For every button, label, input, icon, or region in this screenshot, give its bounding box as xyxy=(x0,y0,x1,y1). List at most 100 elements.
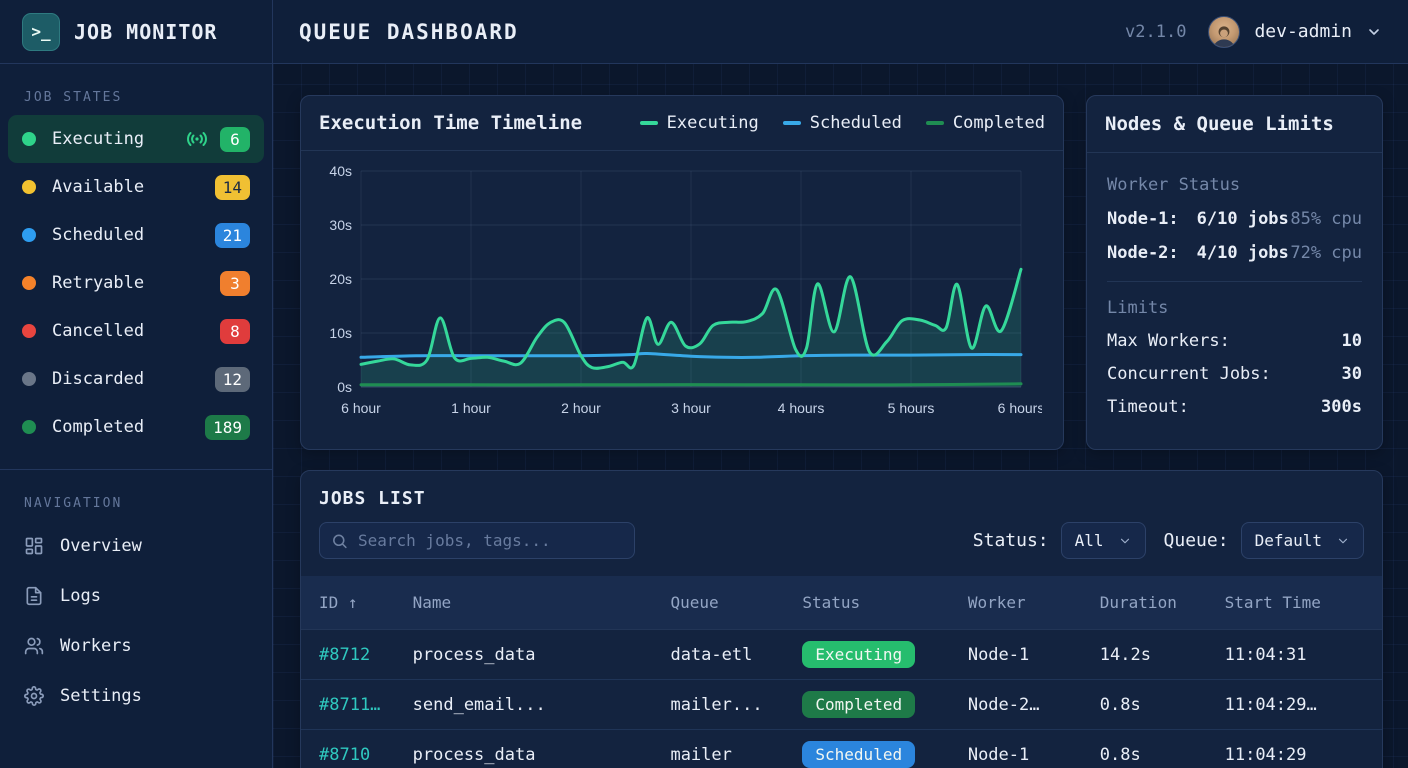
chevron-down-icon[interactable] xyxy=(1366,24,1382,40)
live-broadcast-icon xyxy=(184,131,210,147)
worker-status-label: Worker Status xyxy=(1107,175,1241,195)
job-states-section-label: JOB STATES xyxy=(24,90,123,105)
state-label: Cancelled xyxy=(52,321,145,341)
state-count-badge: 12 xyxy=(214,366,250,392)
status-badge: Executing xyxy=(802,641,916,668)
legend-dash-icon xyxy=(639,121,658,125)
limit-label: Timeout: xyxy=(1107,397,1189,417)
state-label: Scheduled xyxy=(52,225,145,245)
search-input[interactable] xyxy=(319,522,635,559)
sidebar-item-completed[interactable]: Completed 189 xyxy=(8,403,264,451)
app-title: JOB MONITOR xyxy=(74,19,218,44)
svg-text:1 hour: 1 hour xyxy=(451,400,491,416)
node-status-row-1: Node-1: 6/10 jobs 85% cpu xyxy=(1107,209,1362,229)
sidebar-item-executing[interactable]: Executing 6 xyxy=(8,115,264,163)
status-badge: Scheduled xyxy=(802,741,916,768)
discarded-dot-icon xyxy=(22,372,36,386)
retryable-dot-icon xyxy=(22,276,36,290)
job-duration: 14.2s xyxy=(1099,629,1225,680)
terminal-logo-icon: >_ xyxy=(22,12,60,51)
limit-row: Concurrent Jobs: 30 xyxy=(1107,364,1362,384)
limit-label: Max Workers: xyxy=(1107,331,1230,351)
sidebar-item-settings[interactable]: Settings xyxy=(10,671,262,721)
sidebar-item-logs[interactable]: Logs xyxy=(10,571,262,621)
state-count-badge: 3 xyxy=(220,270,250,296)
job-id-link[interactable]: #8711… xyxy=(319,694,381,715)
svg-text:3 hour: 3 hour xyxy=(671,400,711,416)
sidebar-item-overview[interactable]: Overview xyxy=(10,521,262,571)
state-label: Executing xyxy=(52,129,145,149)
job-worker: Node-2… xyxy=(967,679,1100,730)
status-filter-value: All xyxy=(1074,531,1104,550)
sidebar-item-discarded[interactable]: Discarded 12 xyxy=(8,355,264,403)
status-filter-label: Status: xyxy=(972,530,1049,551)
svg-text:5 hours: 5 hours xyxy=(888,400,935,416)
page-title: QUEUE DASHBOARD xyxy=(299,19,519,44)
avatar-person-icon xyxy=(1213,25,1236,47)
legend-dash-icon xyxy=(782,121,801,125)
job-row-8712[interactable]: #8712 process_data data-etl Executing Node-1… xyxy=(301,629,1382,680)
sidebar-item-available[interactable]: Available 14 xyxy=(8,163,264,211)
job-name: process_data xyxy=(412,729,671,768)
grid-icon xyxy=(24,536,44,556)
executing-dot-icon xyxy=(22,132,36,146)
available-dot-icon xyxy=(22,180,36,194)
column-header-name: Name xyxy=(412,576,671,630)
version-label: v2.1.0 xyxy=(1125,21,1187,42)
job-start-time: 11:04:31 xyxy=(1224,629,1382,680)
state-count-badge: 189 xyxy=(205,414,250,440)
jobs-list-title: JOBS LIST xyxy=(319,488,426,509)
column-header-queue: Queue xyxy=(670,576,803,630)
node-jobs: 6/10 jobs xyxy=(1196,209,1289,229)
sidebar-item-cancelled[interactable]: Cancelled 8 xyxy=(8,307,264,355)
job-id-link[interactable]: #8712 xyxy=(319,644,371,665)
svg-text:10s: 10s xyxy=(329,325,352,341)
column-header-id--[interactable]: ID ↑ xyxy=(301,576,413,630)
filters: Status: All Queue: Default xyxy=(973,522,1364,559)
legend-item-scheduled[interactable]: Scheduled xyxy=(782,113,902,133)
column-header-duration: Duration xyxy=(1099,576,1225,630)
state-count-badge: 8 xyxy=(220,318,250,344)
sidebar-item-workers[interactable]: Workers xyxy=(10,621,262,671)
jobs-panel: JOBS LIST Status: All Queue: Default ID ↑Na… xyxy=(300,470,1383,768)
status-filter-select[interactable]: All xyxy=(1060,522,1146,559)
legend-item-completed[interactable]: Completed xyxy=(925,113,1045,133)
nodes-panel: Nodes & Queue Limits Worker Status Node-… xyxy=(1086,95,1383,450)
queue-filter-select[interactable]: Default xyxy=(1240,522,1364,559)
nav-label: Settings xyxy=(60,686,142,706)
node-cpu: 72% cpu xyxy=(1290,243,1362,263)
jobs-table-body: #8712 process_data data-etl Executing Node-1… xyxy=(301,629,1382,768)
queue-filter-value: Default xyxy=(1254,531,1322,550)
svg-text:20s: 20s xyxy=(329,271,352,287)
job-id-link[interactable]: #8710 xyxy=(319,744,371,765)
job-queue: mailer... xyxy=(670,679,803,730)
jobs-toolbar: Status: All Queue: Default xyxy=(319,522,1364,559)
legend-item-executing[interactable]: Executing xyxy=(639,113,759,133)
job-worker: Node-1 xyxy=(967,629,1100,680)
topbar-right: v2.1.0 dev-admin xyxy=(1125,15,1382,48)
navigation-list: Overview Logs Workers Settings xyxy=(0,521,272,721)
sidebar-item-scheduled[interactable]: Scheduled 21 xyxy=(8,211,264,259)
timeline-panel: Execution Time Timeline Executing Schedul… xyxy=(300,95,1064,450)
legend-dash-icon xyxy=(925,121,944,125)
svg-text:2 hour: 2 hour xyxy=(561,400,601,416)
svg-text:30s: 30s xyxy=(329,217,352,233)
job-row-8711[interactable]: #8711… send_email... mailer... Completed Nod… xyxy=(301,679,1382,730)
limit-rows: Max Workers: 10 Concurrent Jobs: 30 Timeout:… xyxy=(1107,331,1362,417)
gear-icon xyxy=(24,686,44,706)
node-jobs: 4/10 jobs xyxy=(1196,243,1289,263)
nodes-title: Nodes & Queue Limits xyxy=(1105,113,1334,135)
avatar[interactable] xyxy=(1208,15,1241,48)
node-name: Node-2: xyxy=(1107,243,1179,263)
navigation-section-label: NAVIGATION xyxy=(24,496,123,511)
svg-text:40s: 40s xyxy=(329,163,352,179)
column-header-worker: Worker xyxy=(967,576,1100,630)
status-filter-group: Status: All xyxy=(973,522,1146,559)
nodes-panel-header: Nodes & Queue Limits xyxy=(1087,96,1382,153)
username[interactable]: dev-admin xyxy=(1254,21,1352,42)
node-rows: Node-1: 6/10 jobs 85% cpu Node-2: 4/10 jobs 7… xyxy=(1107,209,1362,263)
job-row-8710[interactable]: #8710 process_data mailer Scheduled Node-1 0.… xyxy=(301,729,1382,768)
legend-label: Executing xyxy=(666,113,759,133)
sidebar-item-retryable[interactable]: Retryable 3 xyxy=(8,259,264,307)
limit-row: Timeout: 300s xyxy=(1107,397,1362,417)
